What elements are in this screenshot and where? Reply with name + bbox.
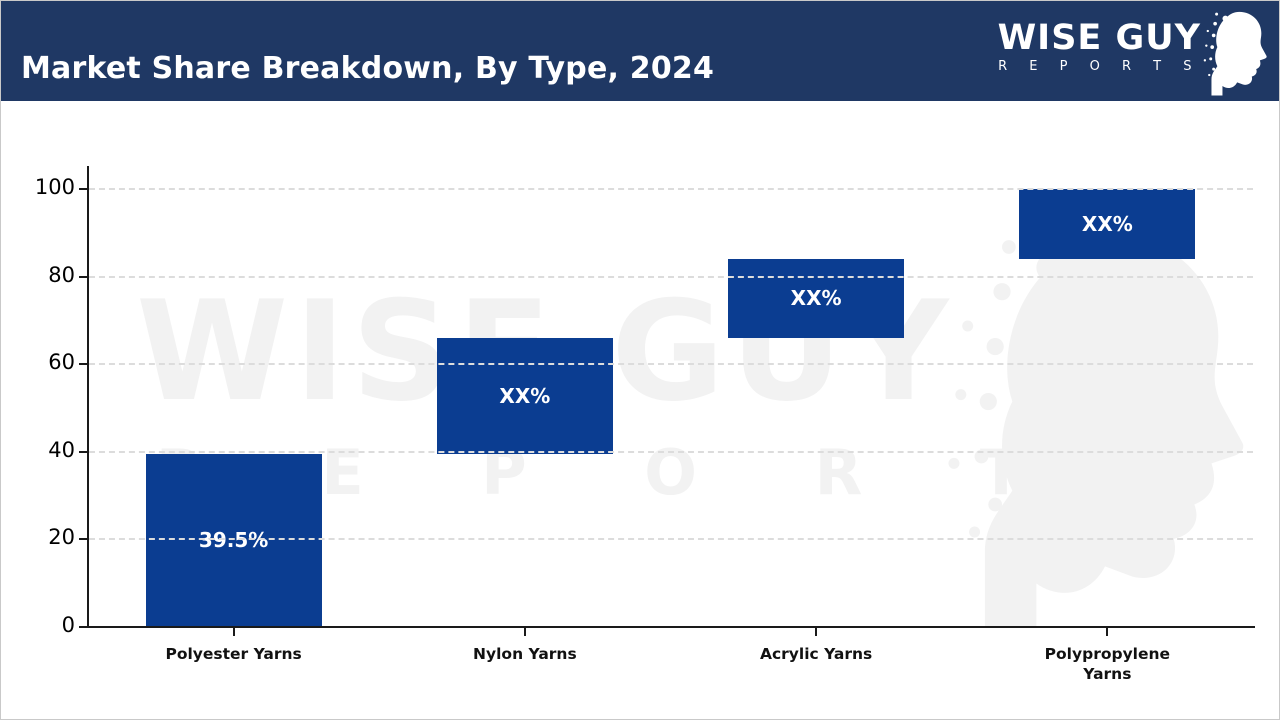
x-category-label: Acrylic Yarns — [759, 645, 873, 663]
page-title: Market Share Breakdown, By Type, 2024 — [21, 51, 715, 86]
logo-text-reports: R E P O R T S — [998, 59, 1201, 74]
bar-value-label: XX% — [790, 286, 842, 311]
waterfall-bar-2: XX% — [436, 337, 613, 454]
x-axis — [87, 626, 1255, 628]
y-tick-mark — [79, 275, 87, 278]
y-tick-mark — [79, 626, 87, 628]
gridline-80 — [89, 275, 1253, 278]
y-tick-label: 20 — [48, 525, 75, 550]
wiseguy-logo: WISE GUY R E P O R T S — [998, 7, 1271, 97]
logo-head-icon — [1203, 11, 1267, 96]
header-bar: Market Share Breakdown, By Type, 2024 WI… — [1, 1, 1279, 101]
gridline-40 — [89, 450, 1253, 453]
y-axis — [87, 166, 89, 627]
bar-value-label: XX% — [1081, 212, 1133, 237]
x-tick-mark — [815, 628, 818, 636]
logo-wordmark: WISE GUY R E P O R T S — [997, 18, 1201, 75]
bar-value-label: XX% — [499, 383, 551, 408]
y-tick-label: 0 — [61, 613, 75, 637]
gridline-60 — [89, 363, 1253, 366]
waterfall-bar-1: 39.5% — [145, 453, 322, 627]
x-category-label: Nylon Yarns — [473, 645, 577, 663]
x-category-label: Polypropylene Yarns — [1044, 645, 1171, 684]
watermark-head-icon — [948, 236, 1244, 629]
x-tick-mark — [523, 628, 526, 636]
bar-value-label: 39.5% — [198, 528, 269, 553]
y-tick-mark — [79, 450, 87, 453]
gridline-100 — [89, 188, 1253, 190]
logo-text-wiseguy: WISE GUY — [997, 18, 1201, 58]
y-tick-mark — [79, 538, 87, 541]
waterfall-bar-3: XX% — [728, 259, 905, 338]
waterfall-bar-4: XX% — [1019, 189, 1196, 260]
y-tick-mark — [79, 188, 87, 190]
y-tick-mark — [79, 363, 87, 366]
y-tick-label: 40 — [48, 437, 75, 462]
y-tick-label: 80 — [48, 262, 75, 287]
x-category-label: Polyester Yarns — [165, 645, 302, 663]
y-tick-label: 60 — [48, 350, 75, 375]
x-tick-mark — [1106, 628, 1109, 636]
x-tick-mark — [232, 628, 235, 636]
gridline-20 — [89, 538, 1253, 541]
y-tick-label: 100 — [34, 175, 75, 199]
